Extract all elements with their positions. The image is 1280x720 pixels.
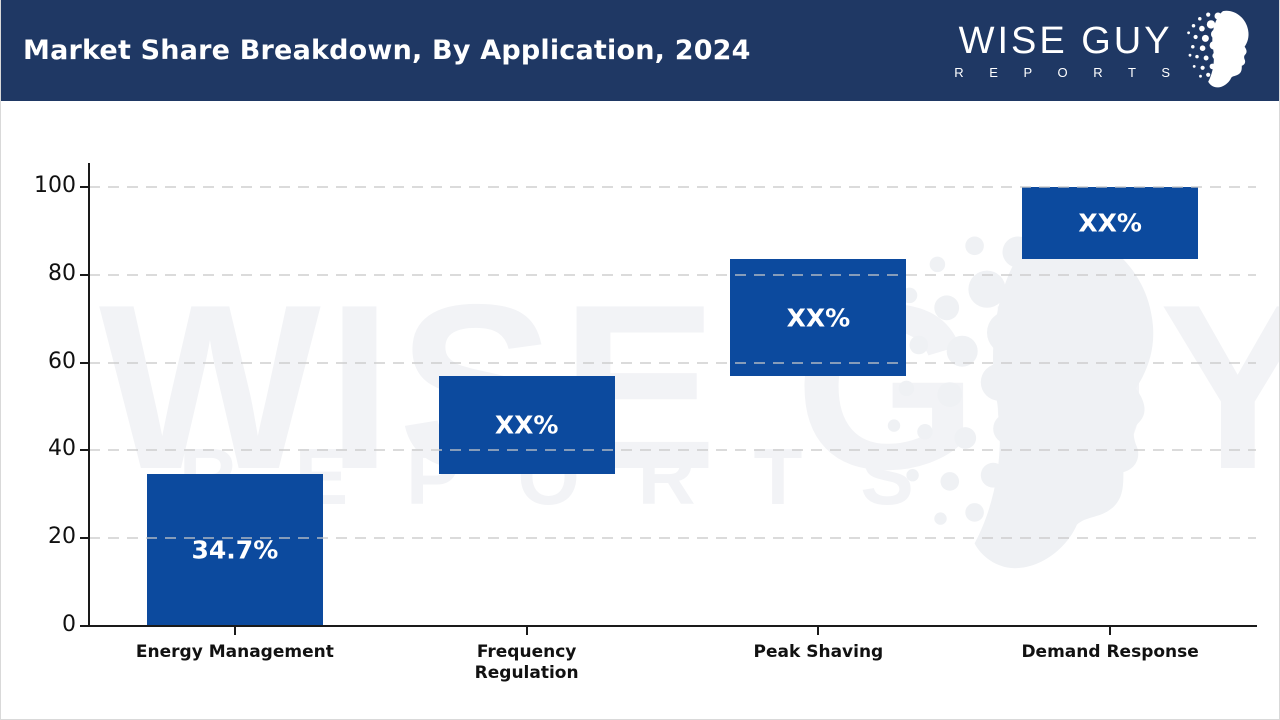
x-axis-label: Energy Management (136, 642, 334, 663)
bar-label: XX% (494, 410, 559, 440)
grid-line (89, 361, 1256, 364)
x-axis-label-line: Energy Management (135, 642, 334, 662)
brand-logo: WISE GUY R E P O R T S (950, 9, 1253, 93)
y-tick-mark (80, 449, 88, 452)
brand-logo-text: WISE GUY R E P O R T S (950, 22, 1181, 80)
x-tick-mark (233, 627, 236, 635)
y-tick-label: 40 (48, 436, 76, 462)
x-tick-mark (817, 627, 820, 635)
y-tick-label: 100 (34, 173, 76, 198)
y-tick-label: 60 (48, 348, 76, 374)
y-tick-mark (80, 625, 88, 627)
y-tick-label: 20 (48, 524, 76, 550)
grid-line (89, 186, 1256, 188)
x-tick-mark (1109, 627, 1112, 635)
x-axis-label-line: Peak Shaving (753, 642, 884, 662)
brand-subtitle: R E P O R T S (954, 64, 1181, 80)
y-tick-label: 80 (48, 260, 76, 286)
bar-label: XX% (1078, 208, 1142, 238)
bar-label: XX% (786, 303, 851, 333)
y-axis-line (88, 163, 90, 627)
y-tick-mark (80, 273, 88, 276)
x-axis-label-line: Regulation (474, 663, 579, 683)
y-tick-mark (80, 186, 88, 188)
grid-line (89, 273, 1256, 276)
bar (730, 259, 907, 376)
bar (146, 473, 323, 626)
page-title: Market Share Breakdown, By Application, … (23, 35, 751, 66)
y-tick-mark (80, 537, 88, 540)
x-axis-label: Demand Response (1021, 642, 1198, 663)
header-bar: Market Share Breakdown, By Application, … (1, 0, 1279, 101)
x-axis-label: Frequency Regulation (475, 642, 579, 684)
y-tick-label: 0 (62, 612, 76, 637)
x-axis-label: Peak Shaving (754, 642, 884, 663)
brand-name: WISE GUY (958, 19, 1173, 62)
dotted-head-icon (1187, 10, 1249, 87)
x-tick-mark (525, 627, 528, 635)
x-axis-line (88, 625, 1257, 627)
bar (438, 375, 615, 474)
chart-canvas: WISE GUY REPORTS 0 20 40 60 80 100 34.7% Energy… (1, 101, 1279, 719)
x-axis-label-line: Demand Response (1021, 642, 1199, 662)
y-tick-mark (80, 361, 88, 364)
x-axis-label-line: Frequency (476, 642, 577, 662)
grid-line (89, 449, 1256, 452)
grid-line (89, 537, 1256, 540)
bar-label: 34.7% (191, 535, 279, 565)
